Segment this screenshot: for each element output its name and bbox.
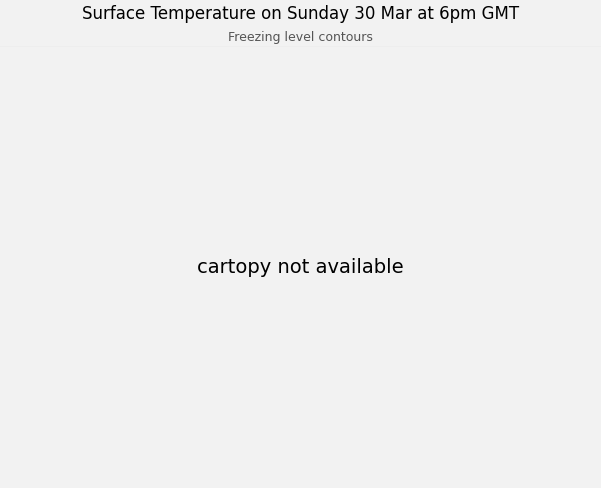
Text: Surface Temperature on Sunday 30 Mar at 6pm GMT: Surface Temperature on Sunday 30 Mar at … — [82, 5, 519, 23]
Text: cartopy not available: cartopy not available — [197, 258, 404, 277]
Text: Freezing level contours: Freezing level contours — [228, 31, 373, 44]
